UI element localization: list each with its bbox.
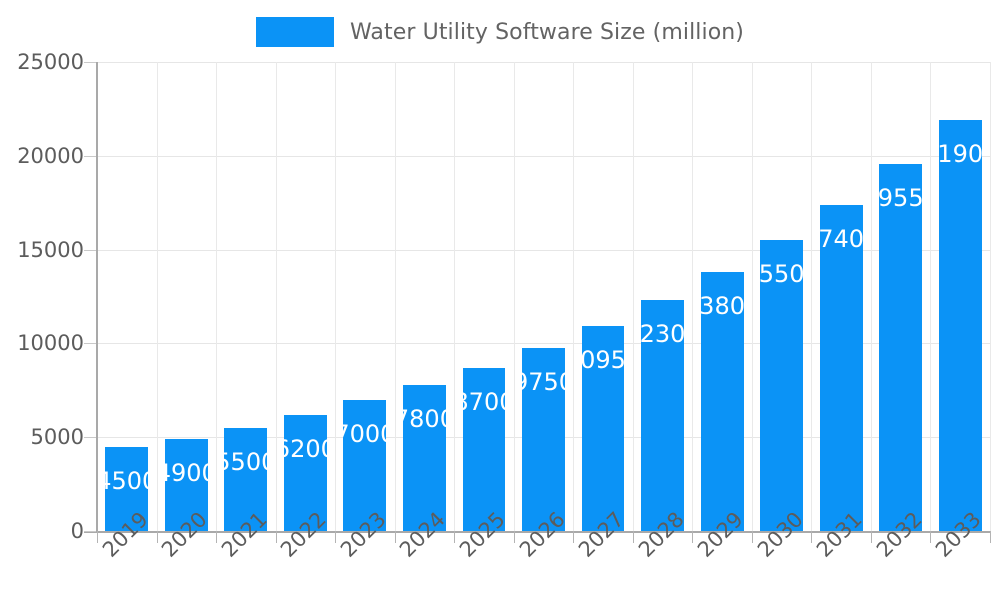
bar-value-label: 4500 — [105, 466, 148, 495]
x-axis-tick-marks — [0, 531, 1000, 545]
bar[interactable]: 13800 — [700, 272, 744, 531]
x-axis-labels: 2019 2020 2021 2022 2023 2024 2025 2026 2027 2028… — [0, 507, 1000, 600]
x-axis-tick — [871, 531, 872, 543]
gridline-horizontal — [97, 155, 990, 157]
gridline-vertical — [692, 62, 693, 531]
x-axis-tick — [395, 531, 396, 543]
bar[interactable]: 21900 — [938, 120, 982, 531]
bar[interactable]: 17400 — [819, 204, 863, 531]
gridline-vertical — [811, 62, 812, 531]
gridline-vertical — [335, 62, 336, 531]
gridline-vertical — [871, 62, 872, 531]
bar[interactable]: 10950 — [581, 325, 625, 531]
bar-value-label: 4900 — [165, 459, 208, 488]
y-axis-tick-label: 0 — [70, 519, 84, 543]
y-axis-tick — [84, 343, 96, 345]
legend-color-swatch-icon — [255, 17, 334, 47]
x-axis-tick — [216, 531, 217, 543]
bar-value-label: 21900 — [938, 140, 982, 169]
x-axis-tick — [990, 531, 991, 543]
bar-value-label: 7000 — [343, 419, 386, 448]
gridline-vertical — [633, 62, 634, 531]
y-axis-tick-marks — [0, 62, 97, 532]
x-axis-line — [84, 531, 990, 533]
bar-value-label: 8700 — [463, 387, 506, 416]
plot-area: 4500 4900 5500 6200 7000 7800 8700 9750 10950 123… — [97, 62, 991, 532]
y-axis-labels: 0 5000 10000 15000 20000 25000 — [0, 50, 84, 543]
x-axis-tick — [514, 531, 515, 543]
y-axis-tick — [84, 155, 96, 157]
gridline-vertical — [157, 62, 158, 531]
gridline-vertical — [276, 62, 277, 531]
bar[interactable]: 8700 — [462, 367, 506, 531]
gridline-horizontal — [97, 249, 990, 251]
bar-value-label: 9750 — [522, 368, 565, 397]
bar[interactable]: 6200 — [283, 414, 327, 531]
y-axis-tick-label: 15000 — [17, 237, 84, 262]
bar-value-label: 15500 — [760, 260, 804, 289]
x-axis-tick — [930, 531, 931, 543]
bar[interactable]: 12300 — [641, 300, 684, 531]
x-axis-tick — [633, 531, 634, 543]
y-axis-tick — [84, 437, 96, 439]
x-axis-tick — [692, 531, 693, 543]
y-axis-tick — [84, 249, 96, 251]
x-axis-tick — [454, 531, 455, 543]
bar[interactable]: 7800 — [403, 384, 446, 531]
y-axis-tick — [84, 531, 96, 532]
gridline-vertical — [454, 62, 455, 531]
x-axis-tick — [276, 531, 277, 543]
chart-legend: Water Utility Software Size (million) — [0, 12, 1000, 52]
bar-value-label: 5500 — [224, 447, 267, 476]
gridline-vertical — [395, 62, 396, 531]
x-axis-tick — [335, 531, 336, 543]
bar-value-label: 10950 — [581, 345, 625, 374]
gridline-horizontal — [97, 62, 990, 63]
y-axis-tick-label: 20000 — [17, 143, 84, 168]
x-axis-tick — [752, 531, 753, 543]
bar[interactable]: 19550 — [879, 164, 923, 531]
bar-value-label: 17400 — [819, 224, 863, 253]
bar[interactable]: 15500 — [760, 240, 804, 531]
bar-value-label: 7800 — [403, 404, 446, 433]
gridline-vertical — [990, 62, 991, 531]
gridline-horizontal — [97, 343, 990, 345]
bar[interactable]: 4900 — [164, 439, 208, 531]
y-axis-tick-label: 25000 — [17, 50, 84, 74]
bar-value-label: 19550 — [879, 184, 923, 213]
bar-value-label: 12300 — [641, 320, 684, 349]
y-axis-tick-label: 10000 — [17, 331, 84, 356]
x-axis-tick — [573, 531, 574, 543]
bar[interactable]: 7000 — [343, 399, 387, 531]
x-axis-tick — [811, 531, 812, 543]
y-axis-line — [96, 62, 98, 532]
gridline-vertical — [573, 62, 574, 531]
x-axis-tick — [157, 531, 158, 543]
legend-label: Water Utility Software Size (million) — [349, 19, 744, 45]
gridline-vertical — [752, 62, 753, 531]
x-axis-tick — [97, 531, 98, 543]
bar-value-label: 13800 — [700, 292, 744, 321]
bar[interactable]: 4500 — [105, 446, 149, 531]
bar[interactable]: 9750 — [522, 348, 565, 531]
y-axis-tick-label: 5000 — [30, 425, 84, 450]
gridline-vertical — [514, 62, 515, 531]
legend-entry-water-utility-software-size[interactable]: Water Utility Software Size (million) — [255, 17, 744, 47]
gridline-vertical — [216, 62, 217, 531]
gridline-vertical — [930, 62, 931, 531]
y-axis-tick — [84, 62, 96, 63]
bar[interactable]: 5500 — [224, 427, 268, 531]
bar-value-label: 6200 — [284, 434, 327, 463]
